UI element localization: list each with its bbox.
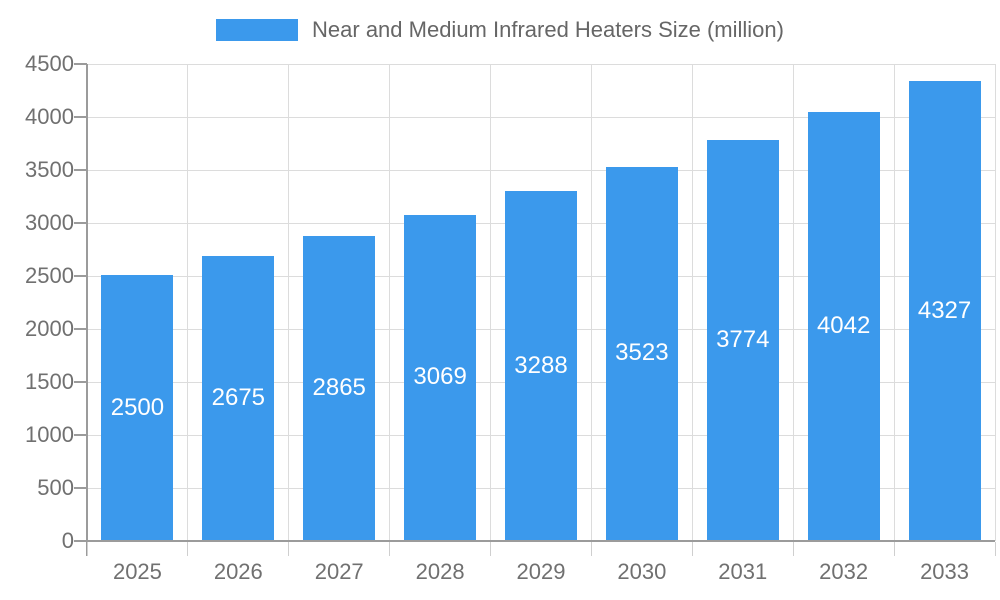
bar-2029: 3288 — [505, 191, 577, 540]
gridline-vertical — [893, 64, 895, 541]
y-axis-label: 1500 — [25, 369, 74, 394]
x-axis-label: 2026 — [213, 559, 263, 584]
bar-value-label: 3523 — [615, 339, 669, 367]
x-axis-label: 2025 — [112, 559, 162, 584]
legend-label: Near and Medium Infrared Heaters Size (m… — [312, 17, 784, 42]
bar-value-label: 4042 — [816, 311, 871, 339]
y-axis-tick — [74, 540, 87, 542]
gridline-horizontal — [87, 116, 995, 118]
x-axis-label: 2027 — [314, 559, 364, 584]
gridline-vertical — [288, 64, 290, 541]
gridline-vertical — [994, 64, 996, 541]
gridline-vertical — [691, 64, 693, 541]
bar-2030: 3523 — [605, 166, 678, 540]
bar-2027: 2865 — [303, 236, 376, 540]
gridline-vertical — [490, 64, 492, 541]
bar-value-label: 2865 — [312, 374, 366, 402]
y-axis-tick — [74, 116, 87, 118]
x-axis-tick — [187, 542, 189, 556]
y-axis-tick — [74, 328, 87, 330]
x-axis-tick — [893, 542, 895, 556]
gridline-vertical — [590, 64, 592, 541]
bar-value-label: 3288 — [514, 351, 568, 379]
y-axis-tick — [74, 222, 87, 224]
bar-2031: 3774 — [706, 139, 779, 540]
gridline-horizontal — [87, 63, 995, 65]
y-axis-tick — [74, 275, 87, 277]
x-axis-tick — [590, 542, 592, 556]
x-axis-tick — [490, 542, 492, 556]
y-axis-label: 1000 — [25, 422, 74, 447]
bar-value-label: 2500 — [110, 393, 165, 421]
gridline-horizontal — [87, 169, 995, 171]
legend-swatch-icon — [216, 19, 299, 41]
plot-area: 0 500 1000 1500 2000 2500 3000 3500 4000 4500 2500… — [25, 52, 996, 584]
x-axis-tick — [389, 542, 391, 556]
y-axis-label: 3000 — [25, 210, 74, 235]
y-axis-label: 500 — [37, 475, 74, 500]
gridline-vertical — [792, 64, 794, 541]
y-axis-label: 4000 — [25, 104, 74, 129]
x-axis-tick — [288, 542, 290, 556]
legend-item[interactable]: Near and Medium Infrared Heaters Size (m… — [216, 17, 784, 43]
bar-value-label: 2675 — [211, 384, 266, 412]
bar-2025: 2500 — [101, 275, 174, 540]
x-axis-label: 2028 — [415, 559, 465, 584]
y-axis-tick — [74, 381, 87, 383]
bar-value-label: 3069 — [413, 363, 467, 391]
y-axis-tick — [74, 434, 87, 436]
x-axis-tick — [792, 542, 794, 556]
gridline-vertical — [389, 64, 391, 541]
x-axis-label: 2030 — [617, 559, 667, 584]
y-axis-label: 4500 — [25, 51, 74, 76]
x-axis-tick — [994, 542, 996, 556]
y-axis-line — [86, 64, 88, 556]
x-axis-tick — [86, 542, 88, 556]
bar-value-label: 4327 — [917, 296, 972, 324]
x-axis-label: 2032 — [819, 559, 869, 584]
bar-2028: 3069 — [404, 214, 477, 540]
y-axis-tick — [74, 169, 87, 171]
bar-2033: 4327 — [908, 81, 981, 540]
x-axis-label: 2031 — [718, 559, 768, 584]
x-axis-tick — [691, 542, 693, 556]
bar-2026: 2675 — [202, 256, 275, 540]
y-axis-label: 2000 — [25, 316, 74, 341]
y-axis-label: 2500 — [25, 263, 74, 288]
x-axis-line — [87, 540, 995, 542]
y-axis-label: 0 — [61, 528, 74, 553]
y-axis-label: 3500 — [25, 157, 74, 182]
y-axis-tick — [74, 487, 87, 489]
x-axis-label: 2033 — [920, 559, 970, 584]
x-axis-label: 2029 — [516, 559, 566, 584]
chart-legend: Near and Medium Infrared Heaters Size (m… — [0, 17, 1000, 43]
bar-2032: 4042 — [807, 111, 880, 540]
gridline-vertical — [187, 64, 189, 541]
bar-value-label: 3774 — [716, 325, 770, 353]
y-axis-tick — [74, 63, 87, 65]
